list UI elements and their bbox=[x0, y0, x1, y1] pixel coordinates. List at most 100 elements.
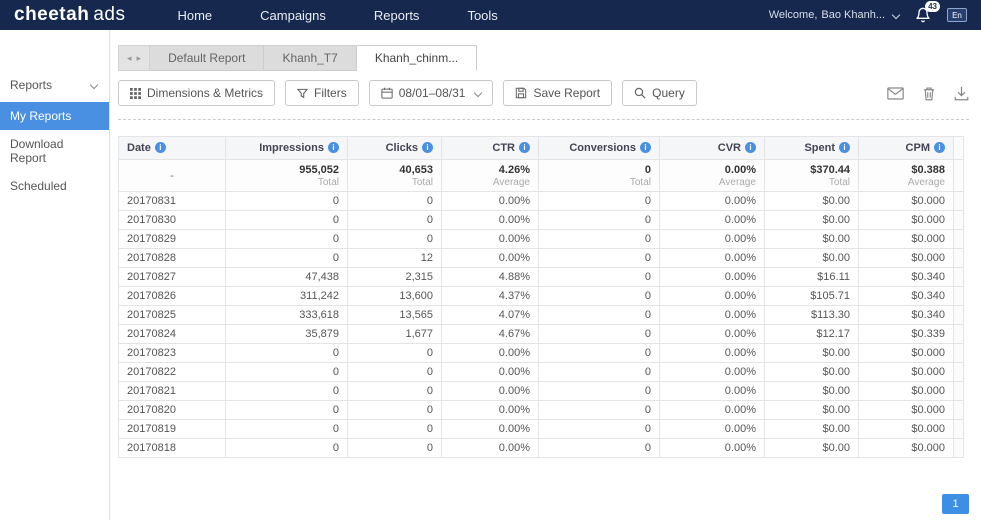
filters-button[interactable]: Filters bbox=[285, 80, 359, 106]
date-cell: 20170830 bbox=[118, 210, 226, 230]
metric-cell: $0.000 bbox=[858, 210, 954, 230]
date-range-button[interactable]: 08/01–08/31 bbox=[368, 80, 494, 106]
metric-cell: 0 bbox=[225, 438, 348, 458]
save-icon bbox=[516, 87, 527, 99]
mail-icon[interactable] bbox=[887, 86, 904, 101]
metric-cell: 0 bbox=[347, 229, 442, 249]
top-navbar: cheetah ads Home Campaigns Reports Tools … bbox=[0, 0, 981, 30]
table-row: 20170831 0 0 0.00% 0 0.00% $0.00 $0.000 bbox=[118, 191, 964, 211]
user-menu[interactable]: Welcome, Bao Khanh... bbox=[768, 9, 901, 21]
nav-item-tools[interactable]: Tools bbox=[467, 7, 498, 23]
chevron-down-icon bbox=[891, 10, 901, 20]
username: Bao Khanh... bbox=[821, 9, 885, 21]
date-cell: 20170829 bbox=[118, 229, 226, 249]
table-row: 20170821 0 0 0.00% 0 0.00% $0.00 $0.000 bbox=[118, 381, 964, 401]
metric-cell: 0.00% bbox=[659, 210, 765, 230]
summary-value: $0.388 bbox=[911, 164, 945, 176]
scroll-gutter-cell bbox=[953, 267, 964, 287]
scroll-gutter-cell bbox=[953, 305, 964, 325]
sidebar-item-scheduled[interactable]: Scheduled bbox=[10, 179, 67, 193]
nav-item-home[interactable]: Home bbox=[177, 7, 213, 23]
metric-cell: 0 bbox=[225, 229, 348, 249]
table-row: 20170826 311,242 13,600 4.37% 0 0.00% $105.71 $… bbox=[118, 286, 964, 306]
table-row: 20170829 0 0 0.00% 0 0.00% $0.00 $0.000 bbox=[118, 229, 964, 249]
table-row: 20170825 333,618 13,565 4.07% 0 0.00% $113.30 $… bbox=[118, 305, 964, 325]
column-header-impressions: Impressions i bbox=[225, 136, 348, 160]
scroll-gutter-cell bbox=[953, 159, 964, 192]
column-label: CPM bbox=[905, 142, 930, 154]
tab-scroll-arrows[interactable]: ◂ ▸ bbox=[118, 45, 151, 71]
metric-cell: $0.000 bbox=[858, 191, 954, 211]
metric-cell: 0 bbox=[538, 381, 660, 401]
column-header-date: Date i bbox=[118, 136, 226, 160]
info-icon[interactable]: i bbox=[154, 142, 166, 153]
table-row: 20170823 0 0 0.00% 0 0.00% $0.00 $0.000 bbox=[118, 343, 964, 363]
date-cell: 20170823 bbox=[118, 343, 226, 363]
info-icon[interactable]: i bbox=[934, 142, 945, 153]
query-button[interactable]: Query bbox=[622, 80, 697, 106]
info-icon[interactable]: i bbox=[640, 142, 651, 153]
summary-value: $370.44 bbox=[810, 164, 850, 176]
scroll-gutter-cell bbox=[953, 191, 964, 211]
column-header-ctr: CTR i bbox=[441, 136, 539, 160]
metric-cell: 0 bbox=[225, 191, 348, 211]
query-label: Query bbox=[652, 86, 685, 100]
metric-cell: $0.00 bbox=[764, 400, 859, 420]
language-label: En bbox=[952, 10, 962, 20]
tab-scroll-left-icon[interactable]: ◂ bbox=[127, 52, 132, 63]
metric-cell: $0.000 bbox=[858, 343, 954, 363]
metric-cell: 0.00% bbox=[441, 229, 539, 249]
main-content: ◂ ▸ Default Report Khanh_T7 Khanh_chinm.… bbox=[110, 30, 981, 520]
column-label: Clicks bbox=[385, 142, 418, 154]
metric-cell: 4.37% bbox=[441, 286, 539, 306]
bell-icon bbox=[916, 7, 930, 23]
summary-value: 0 bbox=[644, 164, 651, 176]
scroll-gutter-cell bbox=[953, 286, 964, 306]
metric-cell: 0 bbox=[538, 286, 660, 306]
tab-scroll-right-icon[interactable]: ▸ bbox=[136, 52, 142, 63]
brand-logo[interactable]: cheetah ads bbox=[14, 4, 125, 26]
tab-khanh-t7[interactable]: Khanh_T7 bbox=[264, 45, 357, 71]
date-cell: 20170819 bbox=[118, 419, 226, 439]
sidebar-item-download-report[interactable]: Download Report bbox=[10, 137, 64, 165]
metric-cell: $0.00 bbox=[764, 381, 859, 401]
metric-cell: 0.00% bbox=[659, 191, 765, 211]
trash-icon[interactable] bbox=[922, 86, 936, 101]
column-header-spent: Spent i bbox=[764, 136, 859, 160]
notifications-button[interactable]: 43 bbox=[915, 1, 940, 23]
table-row: 20170822 0 0 0.00% 0 0.00% $0.00 $0.000 bbox=[118, 362, 964, 382]
save-report-button[interactable]: Save Report bbox=[503, 80, 613, 106]
summary-impressions-cell: 955,052 Total bbox=[225, 159, 348, 192]
dimensions-metrics-button[interactable]: Dimensions & Metrics bbox=[118, 80, 276, 106]
nav-item-reports[interactable]: Reports bbox=[373, 7, 420, 23]
scroll-gutter[interactable] bbox=[953, 136, 964, 160]
tab-default-report[interactable]: Default Report bbox=[150, 45, 265, 71]
column-header-cpm: CPM i bbox=[858, 136, 954, 160]
sidebar-item-my-reports[interactable]: My Reports bbox=[0, 102, 109, 130]
metric-cell: 0 bbox=[225, 419, 348, 439]
metric-cell: 35,879 bbox=[225, 324, 348, 344]
download-icon[interactable] bbox=[954, 86, 969, 101]
metric-cell: 0.00% bbox=[441, 191, 539, 211]
sidebar-section-reports[interactable]: Reports bbox=[0, 72, 109, 102]
info-icon[interactable]: i bbox=[519, 142, 530, 153]
info-icon[interactable]: i bbox=[328, 142, 339, 153]
metric-cell: $0.00 bbox=[764, 210, 859, 230]
summary-conversions-cell: 0 Total bbox=[538, 159, 660, 192]
info-icon[interactable]: i bbox=[839, 142, 850, 153]
sidebar: Reports My Reports Download Report Sched… bbox=[0, 30, 110, 520]
filters-label: Filters bbox=[314, 86, 347, 100]
table-header-row: Date i Impressions i Clicks i CTR i Conversi… bbox=[118, 136, 964, 160]
nav-item-campaigns[interactable]: Campaigns bbox=[260, 7, 326, 23]
info-icon[interactable]: i bbox=[745, 142, 756, 153]
metric-cell: 0 bbox=[538, 305, 660, 325]
metric-cell: 0.00% bbox=[659, 248, 765, 268]
metric-cell: $0.340 bbox=[858, 305, 954, 325]
tab-khanh-chinm[interactable]: Khanh_chinm... bbox=[356, 45, 478, 71]
info-icon[interactable]: i bbox=[422, 142, 433, 153]
metric-cell: 0 bbox=[538, 362, 660, 382]
welcome-label: Welcome, bbox=[768, 9, 818, 21]
pagination-page-1[interactable]: 1 bbox=[942, 494, 969, 514]
summary-row: - 955,052 Total 40,653 Total 4.26% Average … bbox=[118, 159, 964, 192]
language-selector[interactable]: En bbox=[947, 8, 967, 22]
